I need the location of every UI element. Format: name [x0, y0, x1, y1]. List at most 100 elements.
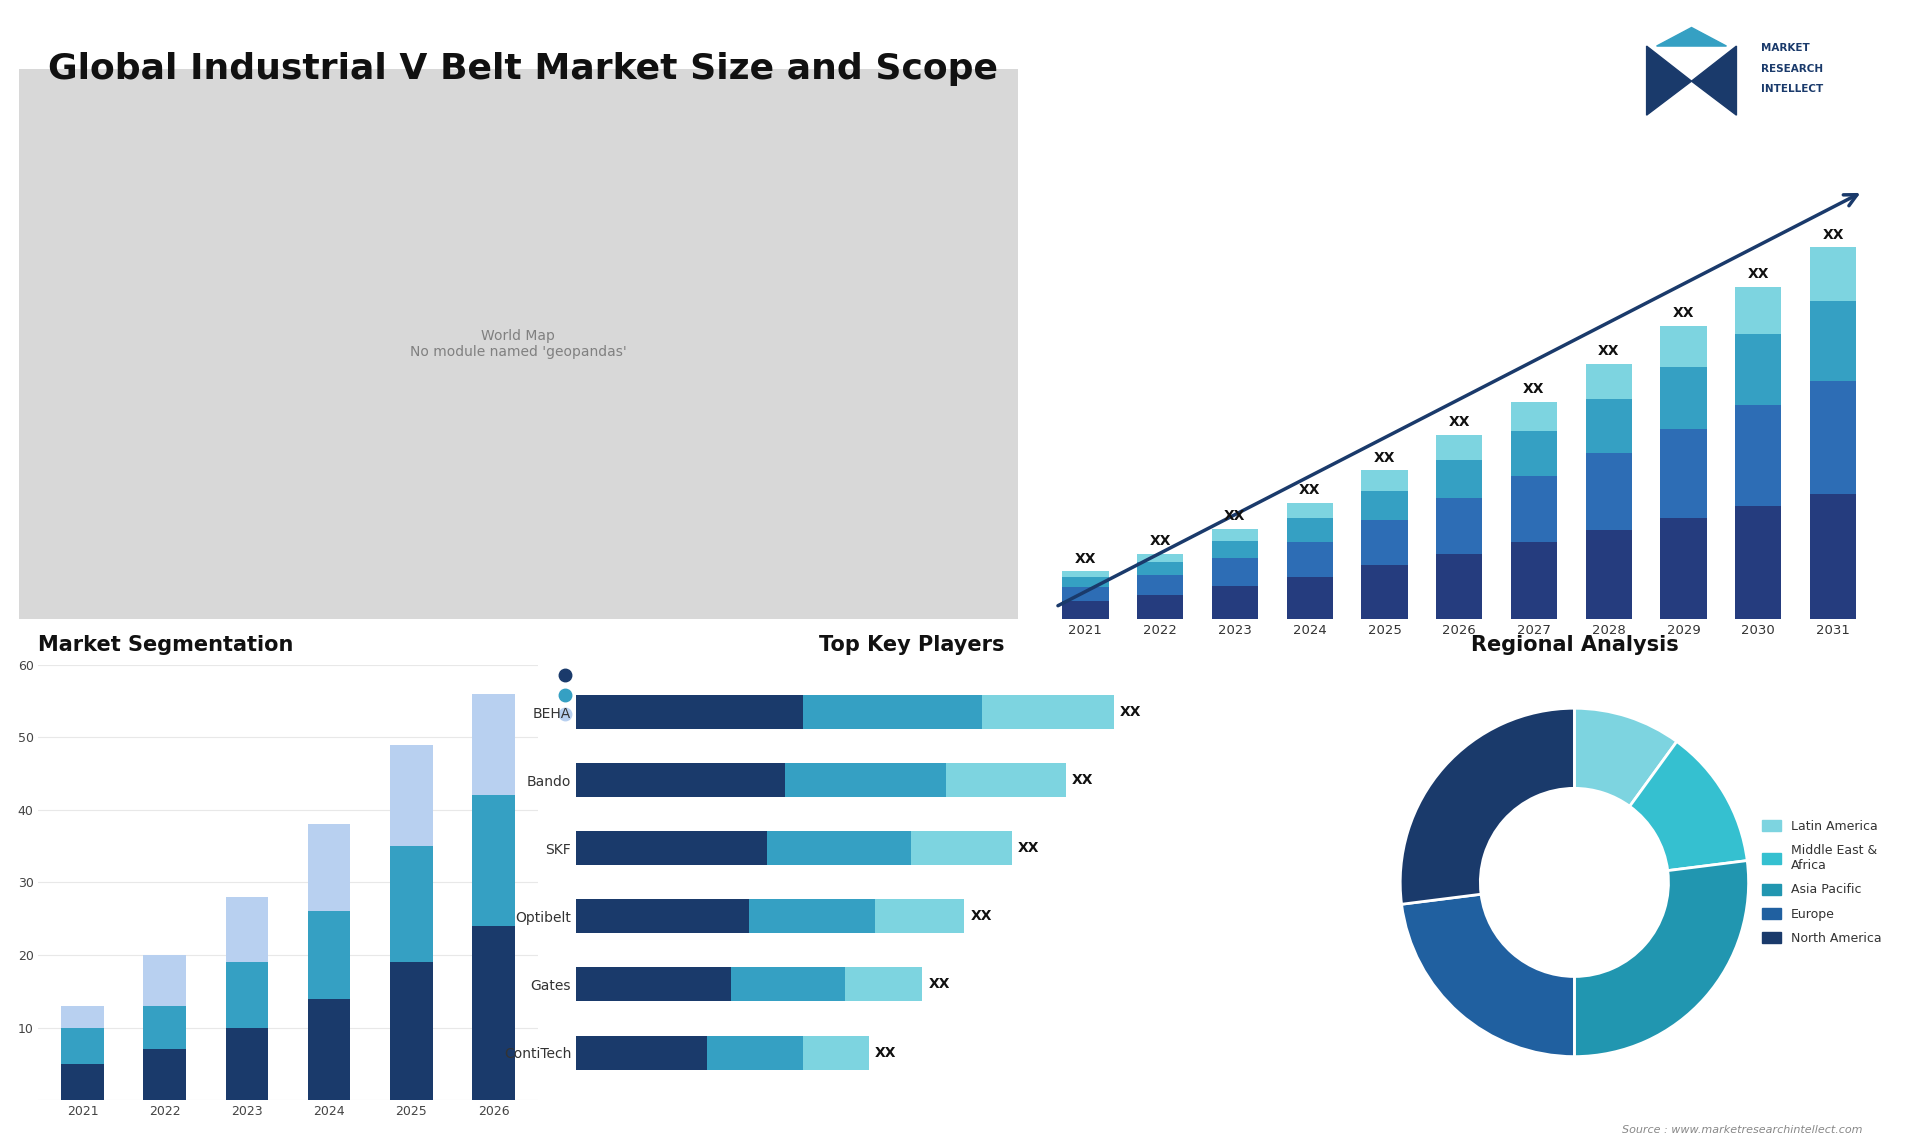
Wedge shape	[1400, 708, 1574, 904]
Bar	[1436, 497, 1482, 554]
Bar	[1811, 382, 1857, 494]
Text: MARKET: MARKET	[1761, 44, 1811, 53]
Bar	[1062, 601, 1108, 619]
Wedge shape	[1574, 861, 1749, 1057]
Bar	[1586, 363, 1632, 399]
Bar	[910, 831, 1012, 865]
Bar	[1361, 471, 1407, 490]
Bar	[61, 1063, 104, 1100]
Bar	[307, 824, 351, 911]
Bar	[1286, 503, 1332, 518]
Text: XX: XX	[1150, 534, 1171, 548]
Bar	[803, 1036, 868, 1069]
Bar	[576, 967, 732, 1002]
Bar	[1286, 542, 1332, 578]
Bar	[1436, 460, 1482, 497]
Bar	[1212, 586, 1258, 619]
Wedge shape	[1402, 894, 1574, 1057]
Bar	[1062, 578, 1108, 587]
Bar	[1137, 595, 1183, 619]
Text: XX: XX	[1071, 774, 1092, 787]
Bar	[61, 1028, 104, 1063]
Bar	[225, 1028, 269, 1100]
Text: XX: XX	[1300, 482, 1321, 497]
Text: XX: XX	[1225, 509, 1246, 523]
Bar	[390, 963, 432, 1100]
Bar	[768, 831, 910, 865]
Polygon shape	[1692, 46, 1736, 116]
Bar	[390, 846, 432, 963]
Bar	[307, 998, 351, 1100]
Text: XX: XX	[1672, 306, 1693, 320]
Text: INTELLECT: INTELLECT	[1761, 85, 1824, 94]
Bar	[1212, 541, 1258, 558]
Bar	[1586, 399, 1632, 453]
Text: XX: XX	[1075, 551, 1096, 566]
Bar	[144, 1050, 186, 1100]
Title: Regional Analysis: Regional Analysis	[1471, 635, 1678, 654]
Wedge shape	[1630, 741, 1747, 871]
Bar	[1586, 453, 1632, 529]
Bar	[707, 1036, 803, 1069]
Legend: Application, Product, Geography: Application, Product, Geography	[547, 665, 659, 727]
Bar	[947, 763, 1066, 798]
Bar	[1286, 518, 1332, 542]
Bar	[1811, 248, 1857, 300]
Bar	[732, 967, 845, 1002]
Bar	[876, 900, 964, 934]
Bar	[1661, 325, 1707, 367]
Text: World Map
No module named 'geopandas': World Map No module named 'geopandas'	[411, 329, 626, 359]
Text: Source : www.marketresearchintellect.com: Source : www.marketresearchintellect.com	[1622, 1124, 1862, 1135]
Bar	[1661, 367, 1707, 429]
Bar	[983, 696, 1114, 729]
Text: XX: XX	[1119, 705, 1140, 720]
Bar	[472, 795, 515, 926]
Bar	[1361, 565, 1407, 619]
Bar	[1436, 554, 1482, 619]
Bar	[576, 763, 785, 798]
Legend: Latin America, Middle East &
Africa, Asia Pacific, Europe, North America: Latin America, Middle East & Africa, Asi…	[1757, 815, 1887, 950]
Bar	[472, 693, 515, 795]
Text: XX: XX	[1448, 415, 1471, 430]
Bar	[225, 963, 269, 1028]
Bar	[1661, 429, 1707, 518]
Bar	[1137, 562, 1183, 575]
Text: XX: XX	[1747, 267, 1768, 281]
Bar	[785, 763, 947, 798]
Bar	[576, 696, 803, 729]
Bar	[61, 1006, 104, 1028]
Bar	[576, 831, 768, 865]
Text: Global Industrial V Belt Market Size and Scope: Global Industrial V Belt Market Size and…	[48, 52, 998, 86]
Bar	[1436, 434, 1482, 460]
Title: Top Key Players: Top Key Players	[820, 635, 1004, 654]
Bar	[1811, 300, 1857, 382]
Wedge shape	[1574, 708, 1676, 807]
Bar	[1736, 507, 1782, 619]
Text: XX: XX	[876, 1045, 897, 1060]
Bar	[307, 911, 351, 998]
Bar	[390, 745, 432, 846]
Bar	[225, 897, 269, 963]
Bar	[845, 967, 922, 1002]
Bar	[144, 955, 186, 1006]
Text: XX: XX	[1822, 228, 1843, 242]
Bar	[1511, 542, 1557, 619]
Bar	[803, 696, 983, 729]
Text: XX: XX	[1373, 450, 1396, 465]
Bar	[144, 1006, 186, 1050]
Text: XX: XX	[1523, 382, 1546, 397]
Bar	[576, 1036, 707, 1069]
Text: XX: XX	[970, 910, 993, 924]
Polygon shape	[1647, 46, 1692, 116]
Bar	[1286, 578, 1332, 619]
Text: XX: XX	[1597, 344, 1619, 358]
Bar	[576, 900, 749, 934]
Bar	[1137, 554, 1183, 562]
Bar	[1062, 587, 1108, 601]
Text: XX: XX	[1018, 841, 1039, 855]
Bar	[1811, 494, 1857, 619]
Bar	[1137, 575, 1183, 595]
Polygon shape	[1657, 28, 1726, 46]
Bar	[1736, 406, 1782, 507]
Bar	[1736, 286, 1782, 333]
